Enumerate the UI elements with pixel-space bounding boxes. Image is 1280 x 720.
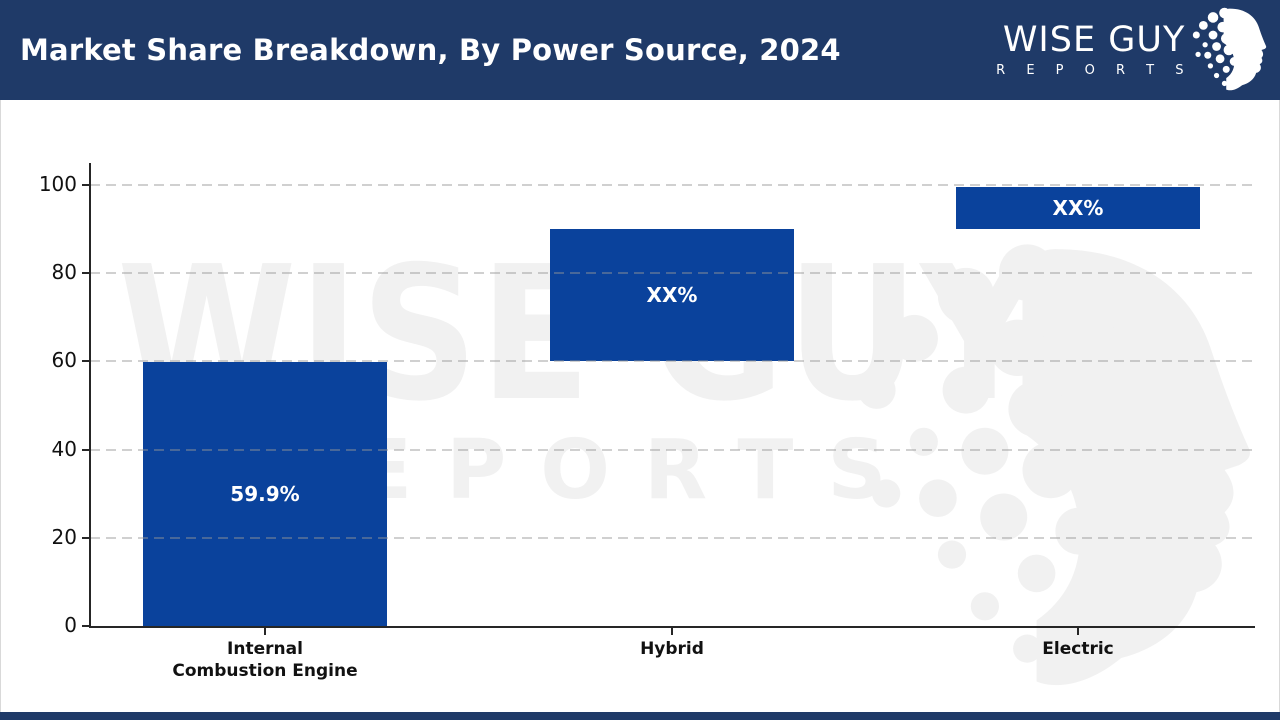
gridline-20	[90, 537, 1254, 539]
y-tick-label: 100	[38, 172, 77, 196]
logo-subtext: R E P O R T S	[996, 62, 1192, 78]
logo-text: WISE GUY R E P O R T S	[996, 19, 1192, 78]
gridline-40	[90, 449, 1254, 451]
bar-hybrid: XX%	[550, 229, 794, 362]
gridline-100	[90, 184, 1254, 186]
wiseguy-logo: WISE GUY R E P O R T S	[996, 0, 1274, 100]
y-tick-label: 20	[51, 525, 77, 549]
footer-bar	[0, 712, 1280, 720]
y-tick-100	[82, 184, 90, 186]
y-tick-label: 0	[64, 613, 77, 637]
x-tick-label: Internal Combustion Engine	[172, 639, 358, 682]
header: Market Share Breakdown, By Power Source,…	[0, 0, 1280, 100]
wiseguy-face-icon	[1192, 7, 1267, 91]
x-tick-label: Electric	[1042, 639, 1114, 659]
y-tick-60	[82, 360, 90, 362]
gridline-60	[90, 360, 1254, 362]
y-tick-label: 60	[51, 348, 77, 372]
x-tick-2	[1077, 628, 1079, 635]
bar-value-label: XX%	[646, 283, 698, 308]
bar-electric: XX%	[956, 187, 1200, 230]
y-tick-label: 80	[51, 260, 77, 284]
bar-value-label: XX%	[1052, 196, 1104, 221]
y-axis-line	[89, 163, 91, 628]
chart-title: Market Share Breakdown, By Power Source,…	[20, 33, 841, 67]
y-tick-label: 40	[51, 437, 77, 461]
chart-canvas: WISE GUY REPORTS 59.9% XX% XX% 0 20 40 60 80 10…	[0, 100, 1280, 712]
y-tick-80	[82, 272, 90, 274]
logo-wordmark: WISE GUY	[1002, 19, 1186, 60]
plot: 59.9% XX% XX% 0 20 40 60 80 100 Internal Combus…	[1, 100, 1279, 712]
x-tick-label: Hybrid	[640, 639, 704, 659]
watermark-face-icon	[858, 244, 1250, 686]
x-tick-0	[264, 628, 266, 635]
gridline-80	[90, 272, 1254, 274]
y-tick-0	[82, 625, 90, 627]
bar-value-label: 59.9%	[230, 481, 300, 506]
x-axis-line	[89, 626, 1255, 628]
y-tick-40	[82, 449, 90, 451]
bar-internal-combustion-engine: 59.9%	[143, 361, 387, 626]
x-tick-1	[671, 628, 673, 635]
y-tick-20	[82, 537, 90, 539]
